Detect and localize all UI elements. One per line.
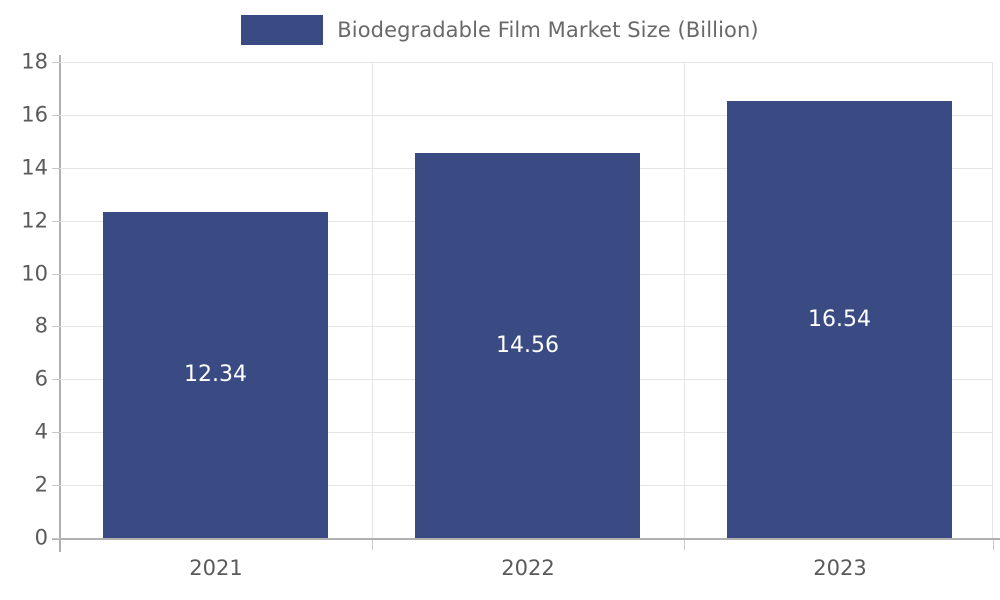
legend-color-swatch-icon	[241, 15, 324, 45]
y-tick-mark-18	[52, 62, 60, 63]
y-tick-mark-2	[52, 485, 60, 487]
y-tick-mark-6	[52, 379, 60, 381]
bar-value-label-2022: 14.56	[496, 332, 559, 358]
y-tick-mark-8	[52, 326, 60, 328]
legend-item-biodegradable-film-market-size[interactable]: Biodegradable Film Market Size (Billion)	[241, 15, 759, 45]
gridline-v-1	[372, 62, 373, 538]
bar-2023[interactable]	[727, 100, 952, 538]
x-tick-label-2023: 2023	[813, 556, 867, 580]
y-tick-label-10: 10	[21, 261, 48, 286]
bar-2021[interactable]	[103, 211, 328, 538]
y-tick-label-12: 12	[21, 208, 48, 233]
y-tick-label-2: 2	[34, 472, 48, 497]
y-tick-label-16: 16	[21, 102, 48, 127]
y-tick-mark-4	[52, 432, 60, 434]
x-tick-mark-3	[993, 540, 994, 550]
legend-item-label: Biodegradable Film Market Size (Billion)	[337, 18, 759, 42]
y-axis-line	[59, 55, 61, 552]
x-tick-label-2021: 2021	[189, 556, 243, 580]
y-axis-tick-labels: 18 16 14 12 10 8 6 4 2 0	[0, 0, 48, 600]
x-tick-mark-2	[684, 540, 685, 550]
gridline-h-16	[60, 114, 993, 116]
gridline-h-18	[60, 62, 993, 63]
y-tick-label-8: 8	[34, 313, 48, 338]
plot-area: 12.34 14.56 16.54	[60, 62, 993, 538]
y-tick-mark-16	[52, 114, 60, 116]
y-tick-mark-0	[52, 538, 60, 539]
chart-legend: Biodegradable Film Market Size (Billion)	[0, 10, 1000, 50]
bar-2022[interactable]	[415, 153, 640, 538]
y-tick-mark-14	[52, 167, 60, 169]
y-tick-mark-10	[52, 273, 60, 275]
x-axis-line	[52, 538, 1000, 540]
x-tick-label-2022: 2022	[501, 556, 555, 580]
y-tick-label-0: 0	[34, 525, 48, 550]
gridline-v-2	[684, 62, 685, 538]
y-tick-label-18: 18	[21, 49, 48, 74]
y-tick-mark-12	[52, 220, 60, 222]
x-tick-mark-1	[372, 540, 373, 550]
y-tick-label-14: 14	[21, 155, 48, 180]
bar-value-label-2021: 12.34	[184, 362, 247, 387]
y-tick-label-4: 4	[34, 419, 48, 444]
gridline-v-right	[992, 62, 993, 538]
y-tick-label-6: 6	[34, 366, 48, 391]
bar-value-label-2023: 16.54	[808, 306, 871, 332]
